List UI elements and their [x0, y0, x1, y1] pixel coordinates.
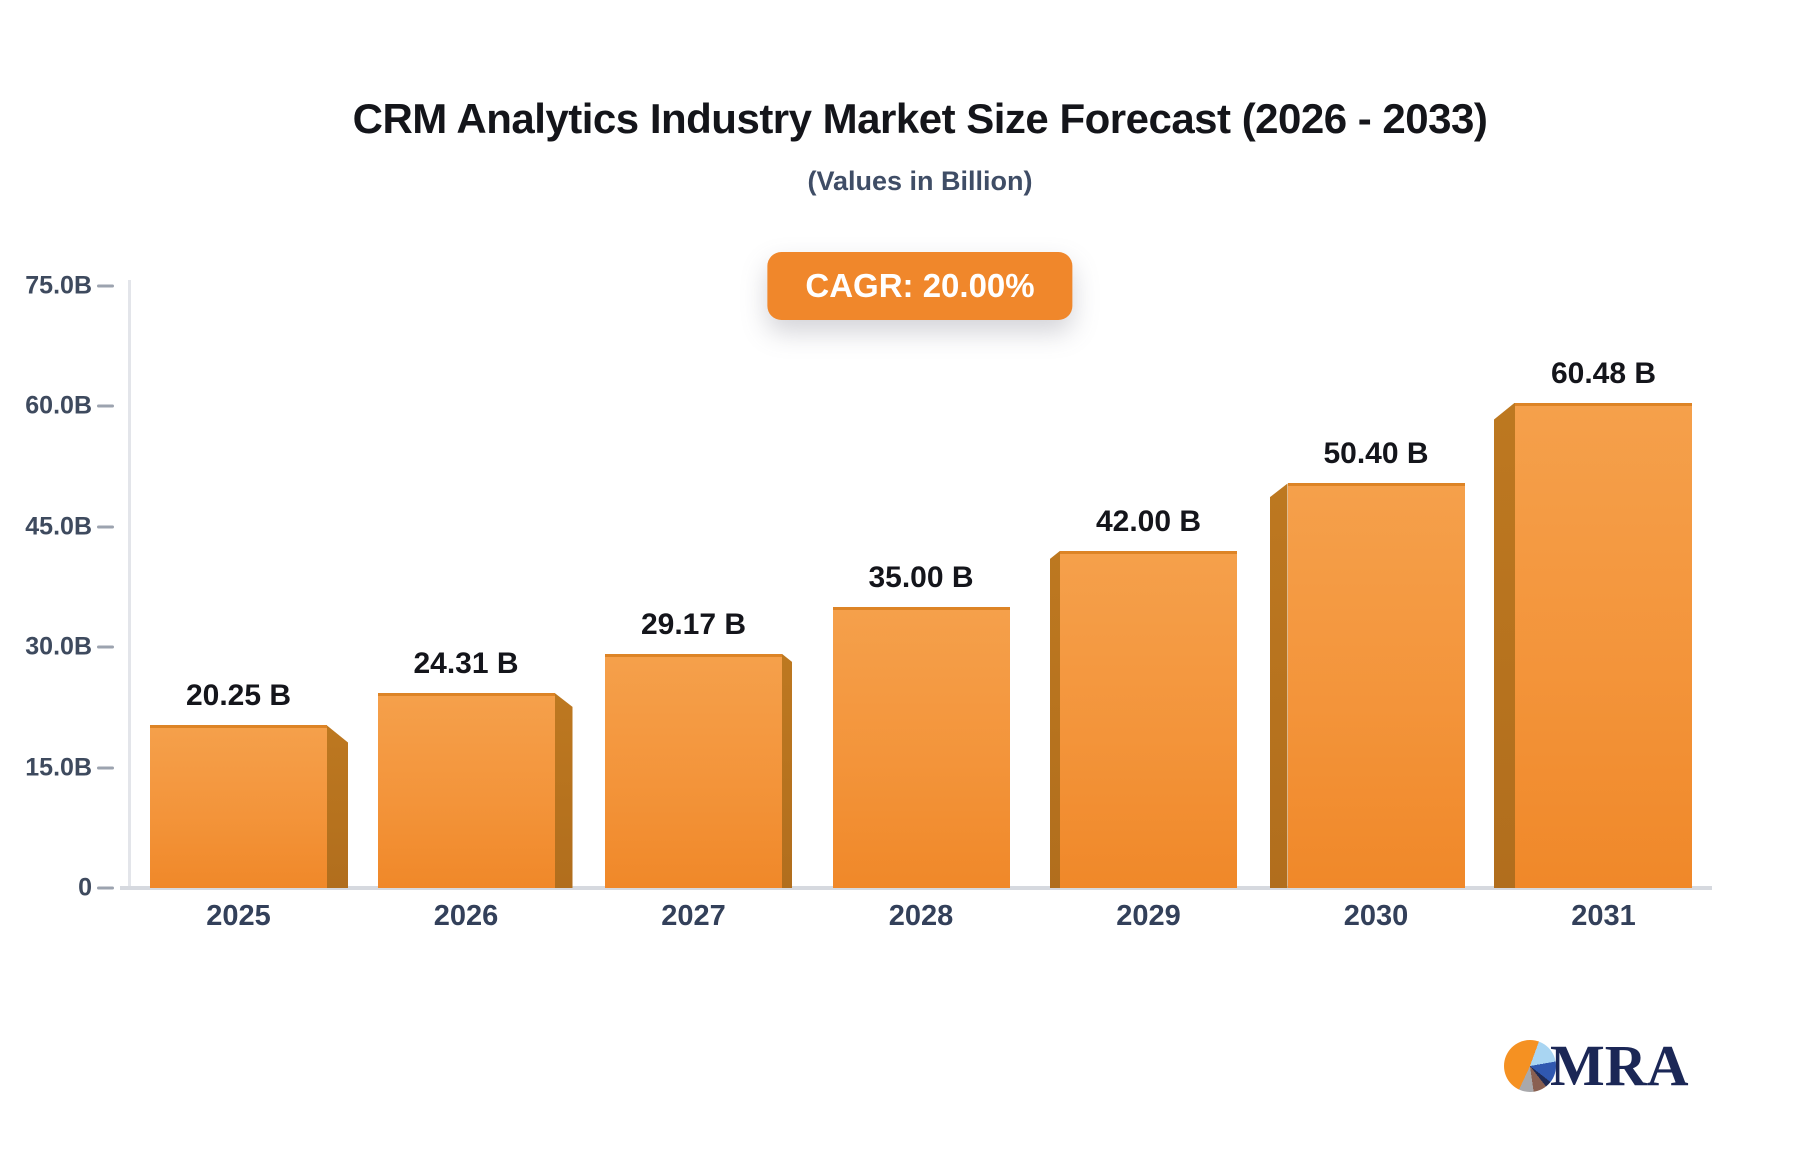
bar-value-label: 24.31 B — [413, 646, 519, 680]
x-tick-label: 2029 — [1116, 900, 1181, 932]
x-tick-label: 2030 — [1343, 900, 1409, 932]
x-tick-label: 2026 — [433, 900, 499, 932]
bar-2028 — [832, 607, 1010, 888]
y-tick-label: 0 — [78, 873, 92, 902]
y-tick-mark — [97, 284, 114, 288]
y-tick-mark — [97, 525, 114, 529]
x-axis-line — [120, 886, 1712, 890]
bar-3d-side — [1494, 402, 1515, 888]
bar-3d-side — [782, 653, 792, 888]
y-tick-label: 30.0B — [25, 632, 92, 661]
bar-2030 — [1287, 483, 1465, 888]
brand-logo-text: MRA — [1550, 1033, 1689, 1098]
bar-3d-side — [1269, 483, 1288, 888]
bar-2029 — [1060, 550, 1237, 888]
brand-logo: MRA — [1504, 1033, 1689, 1098]
bar-value-label: 35.00 B — [868, 561, 974, 595]
y-tick-mark — [97, 886, 114, 890]
bar-value-label: 20.25 B — [185, 679, 292, 713]
y-tick-label: 75.0B — [25, 271, 92, 300]
x-tick-label: 2031 — [1571, 900, 1636, 932]
y-tick-mark — [97, 766, 114, 770]
chart-title: CRM Analytics Industry Market Size Forec… — [352, 95, 1488, 142]
pie-chart-logo-icon — [1504, 1040, 1556, 1092]
cagr-badge: CAGR: 20.00% — [767, 252, 1073, 320]
chart-subtitle: (Values in Billion) — [807, 166, 1033, 196]
bar-value-label: 29.17 B — [640, 607, 747, 641]
bar-value-label: 50.40 B — [1323, 437, 1429, 471]
x-tick-label: 2027 — [661, 900, 726, 932]
x-tick-label: 2025 — [206, 900, 271, 932]
bar-value-label: 60.48 B — [1550, 356, 1657, 390]
bar-2027 — [605, 653, 782, 888]
x-tick-label: 2028 — [888, 900, 954, 932]
bar-3d-side — [1050, 550, 1060, 888]
bar-3d-side — [554, 692, 573, 888]
y-tick-label: 15.0B — [25, 753, 92, 782]
y-tick-label: 60.0B — [25, 391, 92, 420]
y-tick-mark — [97, 404, 114, 408]
y-tick-mark — [97, 645, 114, 649]
y-tick-label: 45.0B — [25, 512, 92, 541]
y-axis-line — [128, 280, 131, 888]
bar-value-label: 42.00 B — [1095, 504, 1202, 538]
bar-2026 — [377, 692, 555, 888]
bar-3d-side — [327, 725, 348, 888]
bar-2025 — [150, 725, 327, 888]
bar-2031 — [1515, 402, 1692, 888]
